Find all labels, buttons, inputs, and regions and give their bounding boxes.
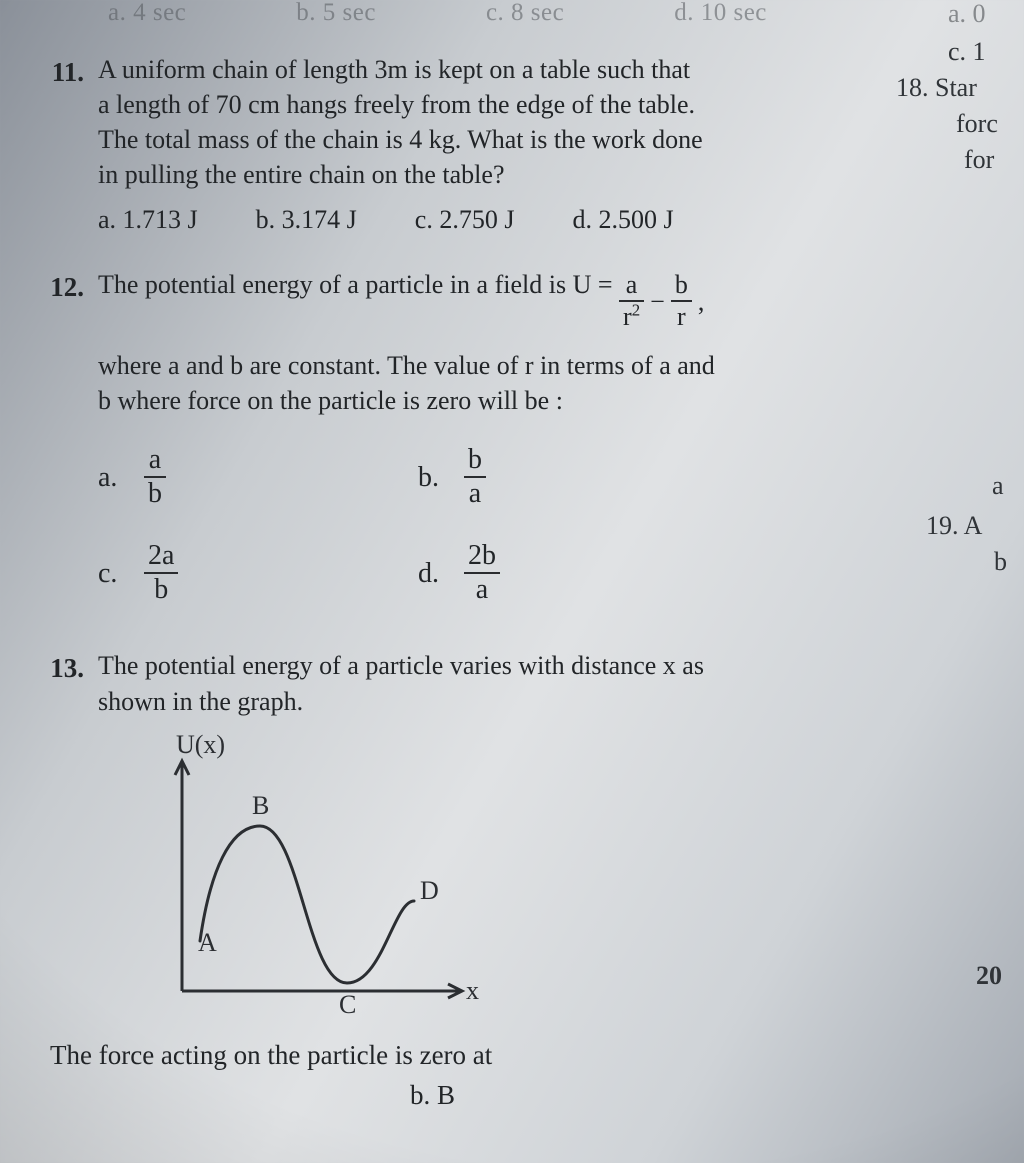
q12-frac-a-over-r2: a r2: [619, 272, 644, 330]
cut-r6: 19. A: [926, 508, 982, 543]
q13-stem-line1: The potential energy of a particle varie…: [98, 648, 888, 683]
question-11: 11. A uniform chain of length 3m is kept…: [38, 52, 888, 237]
potential-energy-graph-svg: U(x) x A B C D: [122, 731, 482, 1031]
q12-option-d-label: d.: [418, 555, 452, 593]
svg-text:B: B: [252, 791, 269, 820]
q12-a-num: a: [145, 446, 165, 474]
q12-frac1-den: r2: [619, 304, 644, 330]
q11-option-a: a. 1.713 J: [98, 202, 198, 237]
question-12: 12. The potential energy of a particle i…: [38, 267, 888, 604]
q12-stem-prefix: The potential energy of a particle in a …: [98, 270, 619, 299]
q12-d-num: 2b: [464, 542, 500, 570]
q12-frac1-num: a: [622, 272, 642, 298]
q12-option-c: c. 2a b: [98, 542, 418, 604]
q11-option-c: c. 2.750 J: [415, 202, 515, 237]
question-13: 13. The potential energy of a particle v…: [38, 648, 888, 718]
q11-option-b: b. 3.174 J: [256, 202, 357, 237]
q12-comma: ,: [698, 284, 705, 319]
page-root: a. 4 sec b. 5 sec c. 8 sec d. 10 sec 11.…: [38, 0, 1024, 1163]
q12-c-num: 2a: [144, 542, 178, 570]
q12-option-d-frac: 2b a: [464, 542, 500, 604]
q12-option-b-frac: b a: [464, 446, 486, 508]
q12-option-d: d. 2b a: [418, 542, 738, 604]
q13-after-graph-text: The force acting on the particle is zero…: [50, 1037, 1016, 1073]
q13-option-b: b. B: [410, 1077, 1016, 1113]
cut-r2: 18. Star: [896, 70, 977, 105]
q12-a-den: b: [144, 480, 166, 508]
q12-stem-line3: b where force on the particle is zero wi…: [98, 383, 888, 418]
q11-stem-line3: The total mass of the chain is 4 kg. Wha…: [98, 122, 888, 157]
q13-body: The potential energy of a particle varie…: [98, 648, 888, 718]
cut-r5: a: [992, 468, 1004, 503]
prev-opt-a: a. 4 sec: [108, 0, 186, 30]
prev-opt-c: c. 8 sec: [486, 0, 564, 30]
q11-stem-line1: A uniform chain of length 3m is kept on …: [98, 52, 888, 87]
q11-number: 11.: [38, 52, 84, 237]
svg-text:U(x): U(x): [176, 731, 225, 759]
q12-frac2-num: b: [671, 272, 692, 298]
q12-body: The potential energy of a particle in a …: [98, 267, 888, 604]
cut-r3: forc: [956, 106, 998, 141]
q11-options: a. 1.713 J b. 3.174 J c. 2.750 J d. 2.50…: [98, 202, 888, 237]
q12-minus: −: [650, 284, 665, 319]
prev-opt-b: b. 5 sec: [296, 0, 376, 30]
q13-graph: U(x) x A B C D: [122, 731, 482, 1031]
q12-option-c-label: c.: [98, 555, 132, 593]
q12-stem-line2: where a and b are constant. The value of…: [98, 348, 888, 383]
q12-b-num: b: [464, 446, 486, 474]
cut-r7: b: [994, 544, 1007, 579]
q12-option-a-label: a.: [98, 459, 132, 497]
q12-option-a: a. a b: [98, 446, 418, 508]
q12-equation: a r2 − b r ,: [619, 272, 704, 330]
q12-option-b: b. b a: [418, 446, 738, 508]
cut-r0: a. 0: [948, 0, 986, 31]
cut-r1: c. 1: [948, 34, 986, 69]
q11-stem-line2: a length of 70 cm hangs freely from the …: [98, 87, 888, 122]
svg-text:D: D: [420, 876, 439, 905]
q12-b-den: a: [465, 480, 485, 508]
cut-r4: for: [964, 142, 994, 177]
q12-stem-line1: The potential energy of a particle in a …: [98, 267, 888, 330]
q13-stem-line2: shown in the graph.: [98, 684, 888, 719]
q12-option-b-label: b.: [418, 459, 452, 497]
q12-option-c-frac: 2a b: [144, 542, 178, 604]
svg-text:C: C: [339, 990, 356, 1019]
prev-question-options-row: a. 4 sec b. 5 sec c. 8 sec d. 10 sec: [38, 0, 1016, 30]
q13-number: 13.: [38, 648, 84, 718]
q12-frac2-den: r: [673, 304, 690, 330]
q11-body: A uniform chain of length 3m is kept on …: [98, 52, 888, 237]
q12-d-den: a: [472, 576, 492, 604]
q12-c-den: b: [150, 576, 172, 604]
cut-r8: 20: [976, 958, 1002, 993]
q12-option-a-frac: a b: [144, 446, 166, 508]
q12-number: 12.: [38, 267, 84, 604]
svg-text:A: A: [198, 928, 217, 957]
prev-opt-d: d. 10 sec: [674, 0, 767, 30]
q12-options: a. a b b. b a c.: [98, 446, 888, 604]
q12-frac-b-over-r: b r: [671, 272, 692, 330]
q11-option-d: d. 2.500 J: [572, 202, 673, 237]
q11-stem-line4: in pulling the entire chain on the table…: [98, 157, 888, 192]
svg-text:x: x: [466, 976, 479, 1005]
